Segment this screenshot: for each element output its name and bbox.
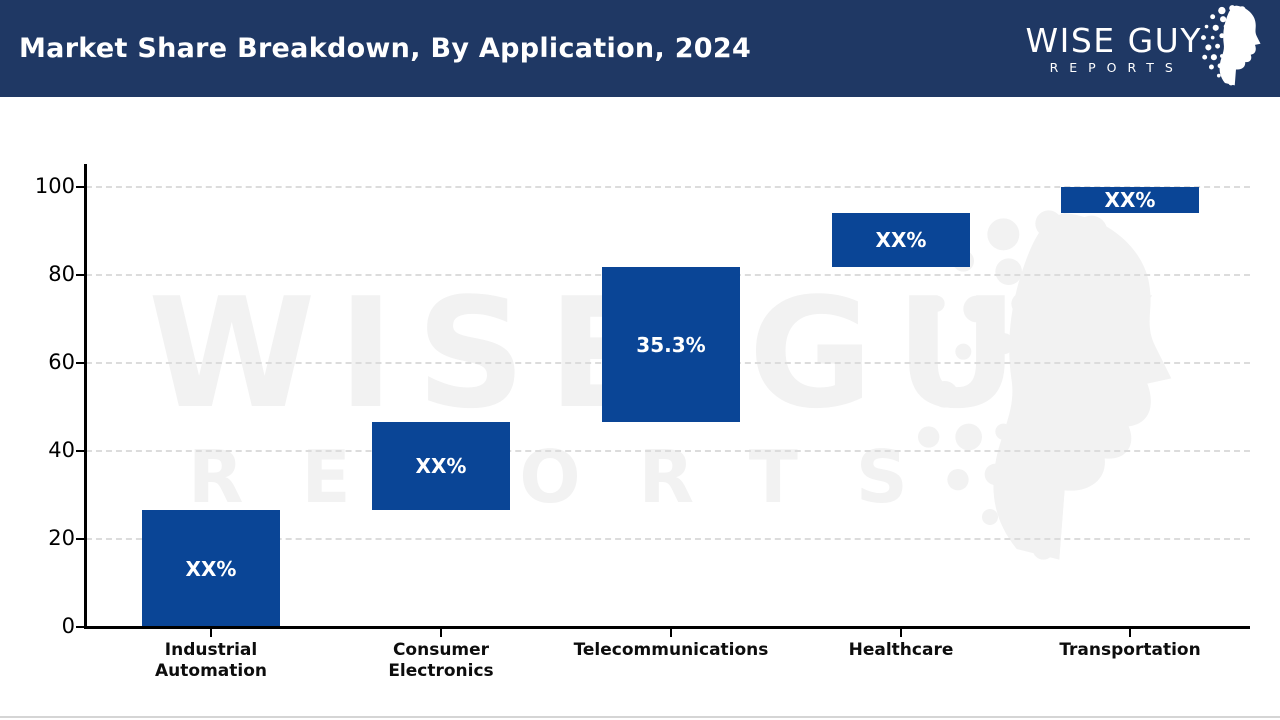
x-tick-label-consumer-electronics: Consumer Electronics [321, 640, 561, 682]
x-tick-label-healthcare: Healthcare [781, 640, 1021, 661]
bar-value-label: XX% [415, 454, 467, 479]
bar-value-label: 35.3% [636, 332, 706, 357]
bar-telecommunications: 35.3% [602, 267, 740, 423]
logo-face-icon [1201, 4, 1261, 85]
bar-healthcare: XX% [832, 212, 970, 268]
x-tick-mark [210, 629, 212, 637]
x-tick-mark [440, 629, 442, 637]
x-tick-label-telecommunications: Telecommunications [551, 640, 791, 661]
x-tick-mark [900, 629, 902, 637]
bar-consumer-electronics: XX% [372, 422, 510, 511]
x-tick-label-line: Industrial [164, 640, 258, 660]
header-bar: Market Share Breakdown, By Application, … [0, 0, 1280, 97]
gridline [86, 186, 1250, 188]
x-tick-label-transportation: Transportation [1010, 640, 1250, 661]
logo-reports-text: REPORTS [1049, 59, 1184, 75]
x-tick-label-industrial-automation: Industrial Automation [91, 640, 331, 682]
x-tick-label-line: Transportation [1059, 640, 1201, 660]
bar-value-label: XX% [185, 556, 237, 581]
y-tick-mark [76, 538, 85, 540]
wise-guy-reports-logo: WISE GUY REPORTS [1025, 4, 1270, 94]
y-tick-label: 100 [34, 174, 75, 198]
y-tick-mark [76, 450, 85, 452]
bar-transportation: XX% [1061, 187, 1199, 213]
x-tick-mark [1129, 629, 1131, 637]
bar-value-label: XX% [875, 228, 927, 252]
x-tick-label-line: Healthcare [848, 640, 954, 660]
chart-area: WISE GUY REPORTS 0 20 40 60 80 100 XX% Industri… [0, 97, 1280, 717]
watermark-face-graphic [912, 210, 1172, 560]
gridline [86, 538, 1250, 540]
x-tick-label-line: Electronics [388, 661, 494, 681]
logo-wordmark: WISE GUY REPORTS [1025, 20, 1202, 75]
x-tick-label-line: Telecommunications [573, 640, 769, 660]
page-title: Market Share Breakdown, By Application, … [19, 33, 752, 64]
bar-value-label: XX% [1104, 187, 1156, 212]
y-tick-label: 40 [48, 438, 75, 462]
watermark-reports-text: REPORTS [188, 435, 966, 519]
bar-industrial-automation: XX% [142, 510, 280, 627]
x-tick-label-line: Consumer [392, 640, 490, 660]
y-tick-mark [76, 186, 85, 188]
y-tick-mark [76, 362, 85, 364]
y-tick-label: 80 [48, 262, 75, 286]
y-tick-label: 20 [48, 526, 75, 550]
x-tick-label-line: Automation [155, 661, 267, 681]
y-tick-mark [76, 274, 85, 276]
y-axis-line [84, 164, 87, 626]
y-tick-mark [76, 626, 85, 628]
gridline [86, 450, 1250, 452]
y-tick-label: 60 [48, 350, 75, 374]
y-tick-label: 0 [61, 614, 75, 638]
x-axis-line [84, 626, 1250, 629]
logo-wiseguy-text: WISE GUY [1025, 20, 1202, 60]
x-tick-mark [670, 629, 672, 637]
bottom-divider-line [0, 716, 1280, 718]
